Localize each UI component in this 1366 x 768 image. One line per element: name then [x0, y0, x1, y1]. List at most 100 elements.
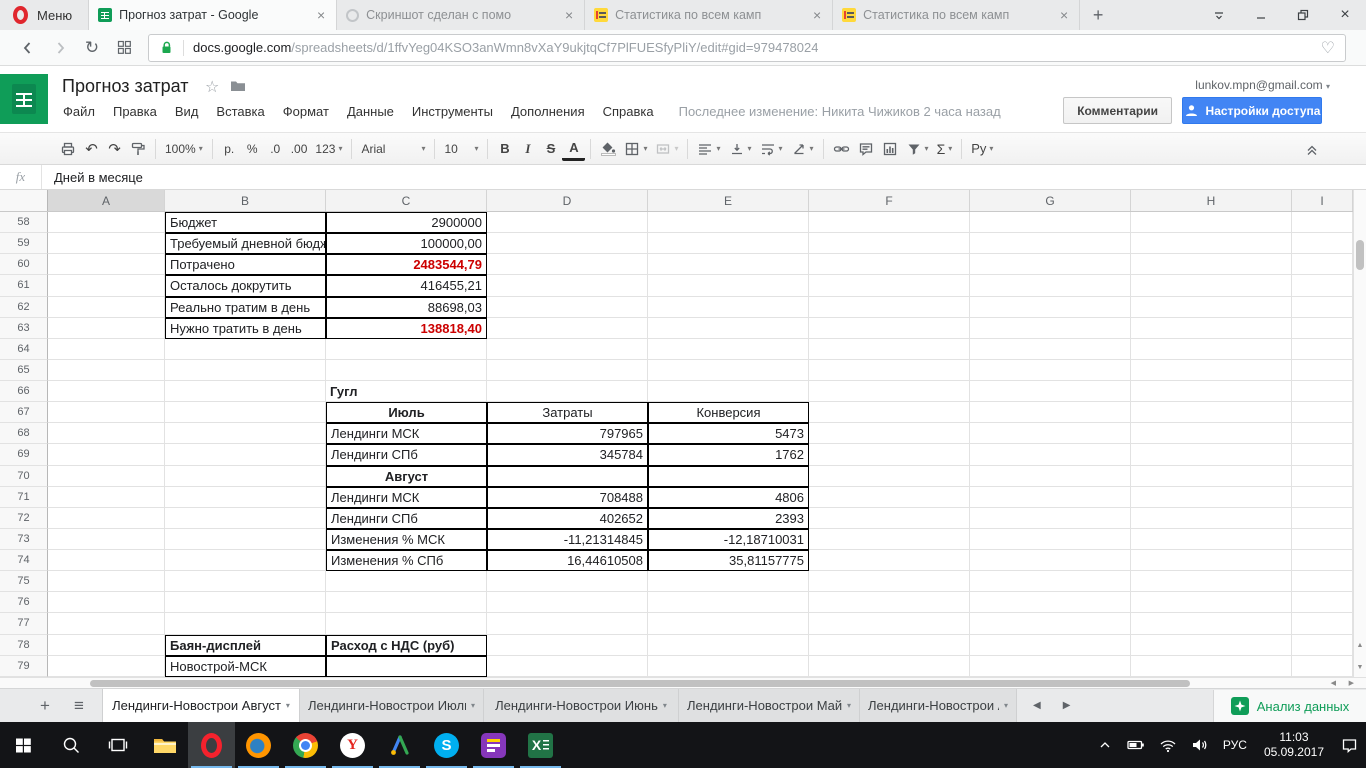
column-header[interactable]: C — [326, 190, 487, 211]
grid-cell[interactable]: Изменения % МСК — [326, 528, 487, 550]
sheet-nav-right-icon[interactable]: ▶ — [1062, 700, 1071, 711]
grid-cell[interactable] — [326, 338, 487, 360]
grid-cell[interactable] — [48, 275, 165, 297]
grid-cell[interactable] — [487, 296, 648, 318]
row-header[interactable]: 60 — [0, 254, 48, 276]
grid-cell[interactable] — [1131, 359, 1292, 381]
grid-cell[interactable] — [1292, 296, 1353, 318]
grid-cell[interactable] — [326, 592, 487, 614]
grid-cell[interactable]: Требуемый дневной бюдж — [165, 233, 326, 255]
grid-cell[interactable] — [1131, 212, 1292, 234]
grid-cell[interactable] — [648, 465, 809, 487]
grid-cell[interactable] — [648, 634, 809, 656]
grid-cell[interactable] — [809, 423, 970, 445]
taskbar-opera-icon[interactable] — [188, 722, 235, 768]
grid-cell[interactable] — [648, 275, 809, 297]
grid-cell[interactable] — [1292, 444, 1353, 466]
grid-cell[interactable]: Лендинги СПб — [326, 507, 487, 529]
row-header[interactable]: 77 — [0, 613, 48, 635]
grid-cell[interactable] — [48, 317, 165, 339]
add-sheet-button[interactable]: + — [40, 695, 50, 715]
grid-cell[interactable] — [165, 359, 326, 381]
grid-cell[interactable] — [648, 296, 809, 318]
grid-cell[interactable] — [1292, 423, 1353, 445]
vertical-align-button[interactable]: ▾ — [725, 137, 756, 161]
minimize-button[interactable] — [1240, 0, 1282, 30]
select-all-corner[interactable] — [0, 190, 48, 211]
fill-color-button[interactable] — [596, 137, 620, 161]
grid-cell[interactable] — [809, 296, 970, 318]
menu-item[interactable]: Вставка — [216, 104, 265, 119]
grid-cell[interactable]: Лендинги МСК — [326, 486, 487, 508]
grid-cell[interactable]: Затраты — [487, 402, 648, 424]
grid-cell[interactable] — [1131, 317, 1292, 339]
grid-cell[interactable] — [1292, 338, 1353, 360]
font-select[interactable]: Arial ▾ — [361, 141, 426, 156]
row-header[interactable]: 59 — [0, 233, 48, 255]
grid-cell[interactable] — [487, 212, 648, 234]
grid-cell[interactable]: 88698,03 — [326, 296, 487, 318]
grid-cell[interactable] — [970, 275, 1131, 297]
grid-cell[interactable] — [648, 233, 809, 255]
decrease-decimal-button[interactable]: .0 — [270, 141, 281, 156]
italic-button[interactable]: I — [525, 140, 531, 156]
grid-cell[interactable]: -11,21314845 — [487, 528, 648, 550]
grid-cell[interactable] — [326, 571, 487, 593]
grid-cell[interactable] — [809, 613, 970, 635]
grid-cell[interactable] — [1131, 254, 1292, 276]
grid-cell[interactable] — [648, 381, 809, 403]
tab-close-icon[interactable]: × — [812, 7, 822, 23]
redo-icon[interactable]: ↷ — [108, 140, 121, 158]
grid-cell[interactable] — [809, 317, 970, 339]
grid-cell[interactable] — [165, 507, 326, 529]
grid-cell[interactable] — [809, 381, 970, 403]
menu-item[interactable]: Инструменты — [411, 104, 493, 119]
browser-tab[interactable]: Прогноз затрат - Google × — [88, 0, 337, 30]
grid-cell[interactable]: Расход с НДС (руб) — [326, 634, 487, 656]
grid-cell[interactable] — [1292, 634, 1353, 656]
grid-cell[interactable] — [165, 465, 326, 487]
folder-icon[interactable] — [230, 79, 246, 98]
row-header[interactable]: 58 — [0, 212, 48, 234]
grid-cell[interactable] — [1292, 212, 1353, 234]
back-icon[interactable] — [12, 34, 44, 62]
grid-cell[interactable] — [487, 571, 648, 593]
grid-cell[interactable] — [165, 338, 326, 360]
grid-cell[interactable] — [809, 359, 970, 381]
text-wrap-button[interactable]: ▾ — [756, 137, 787, 161]
scroll-right-icon[interactable]: ▶ — [1348, 680, 1354, 687]
grid-cell[interactable] — [648, 592, 809, 614]
grid-cell[interactable] — [1131, 634, 1292, 656]
volume-icon[interactable] — [1184, 722, 1216, 768]
grid-cell[interactable] — [165, 550, 326, 572]
url-field[interactable]: docs.google.com/spreadsheets/d/1ffvYeg04… — [148, 33, 1346, 62]
grid-cell[interactable] — [1131, 613, 1292, 635]
grid-cell[interactable]: 1762 — [648, 444, 809, 466]
grid-cell[interactable] — [48, 212, 165, 234]
grid-cell[interactable] — [48, 613, 165, 635]
grid-cell[interactable]: 4806 — [648, 486, 809, 508]
tab-close-icon[interactable]: × — [316, 7, 326, 23]
grid-cell[interactable]: 5473 — [648, 423, 809, 445]
grid-cell[interactable] — [648, 655, 809, 677]
row-header[interactable]: 63 — [0, 317, 48, 339]
grid-cell[interactable] — [1131, 486, 1292, 508]
currency-format-button[interactable]: р. — [224, 141, 235, 156]
text-rotation-button[interactable]: ▾ — [787, 137, 818, 161]
forward-icon[interactable] — [44, 34, 76, 62]
grid-cell[interactable] — [1131, 381, 1292, 403]
opera-menu-button[interactable]: Меню — [0, 0, 88, 30]
print-icon[interactable] — [56, 137, 80, 161]
grid-cell[interactable] — [1131, 402, 1292, 424]
text-color-button[interactable]: A — [562, 137, 586, 161]
taskbar-adwords-icon[interactable] — [376, 722, 423, 768]
column-header[interactable]: G — [970, 190, 1131, 211]
explore-button[interactable]: Анализ данных — [1213, 690, 1366, 722]
menu-item[interactable]: Данные — [346, 104, 394, 119]
speed-dial-icon[interactable] — [108, 34, 140, 62]
grid-cell[interactable] — [1292, 592, 1353, 614]
grid-cell[interactable] — [970, 613, 1131, 635]
grid-cell[interactable] — [1292, 528, 1353, 550]
grid-cell[interactable] — [1131, 444, 1292, 466]
row-header[interactable]: 61 — [0, 275, 48, 297]
